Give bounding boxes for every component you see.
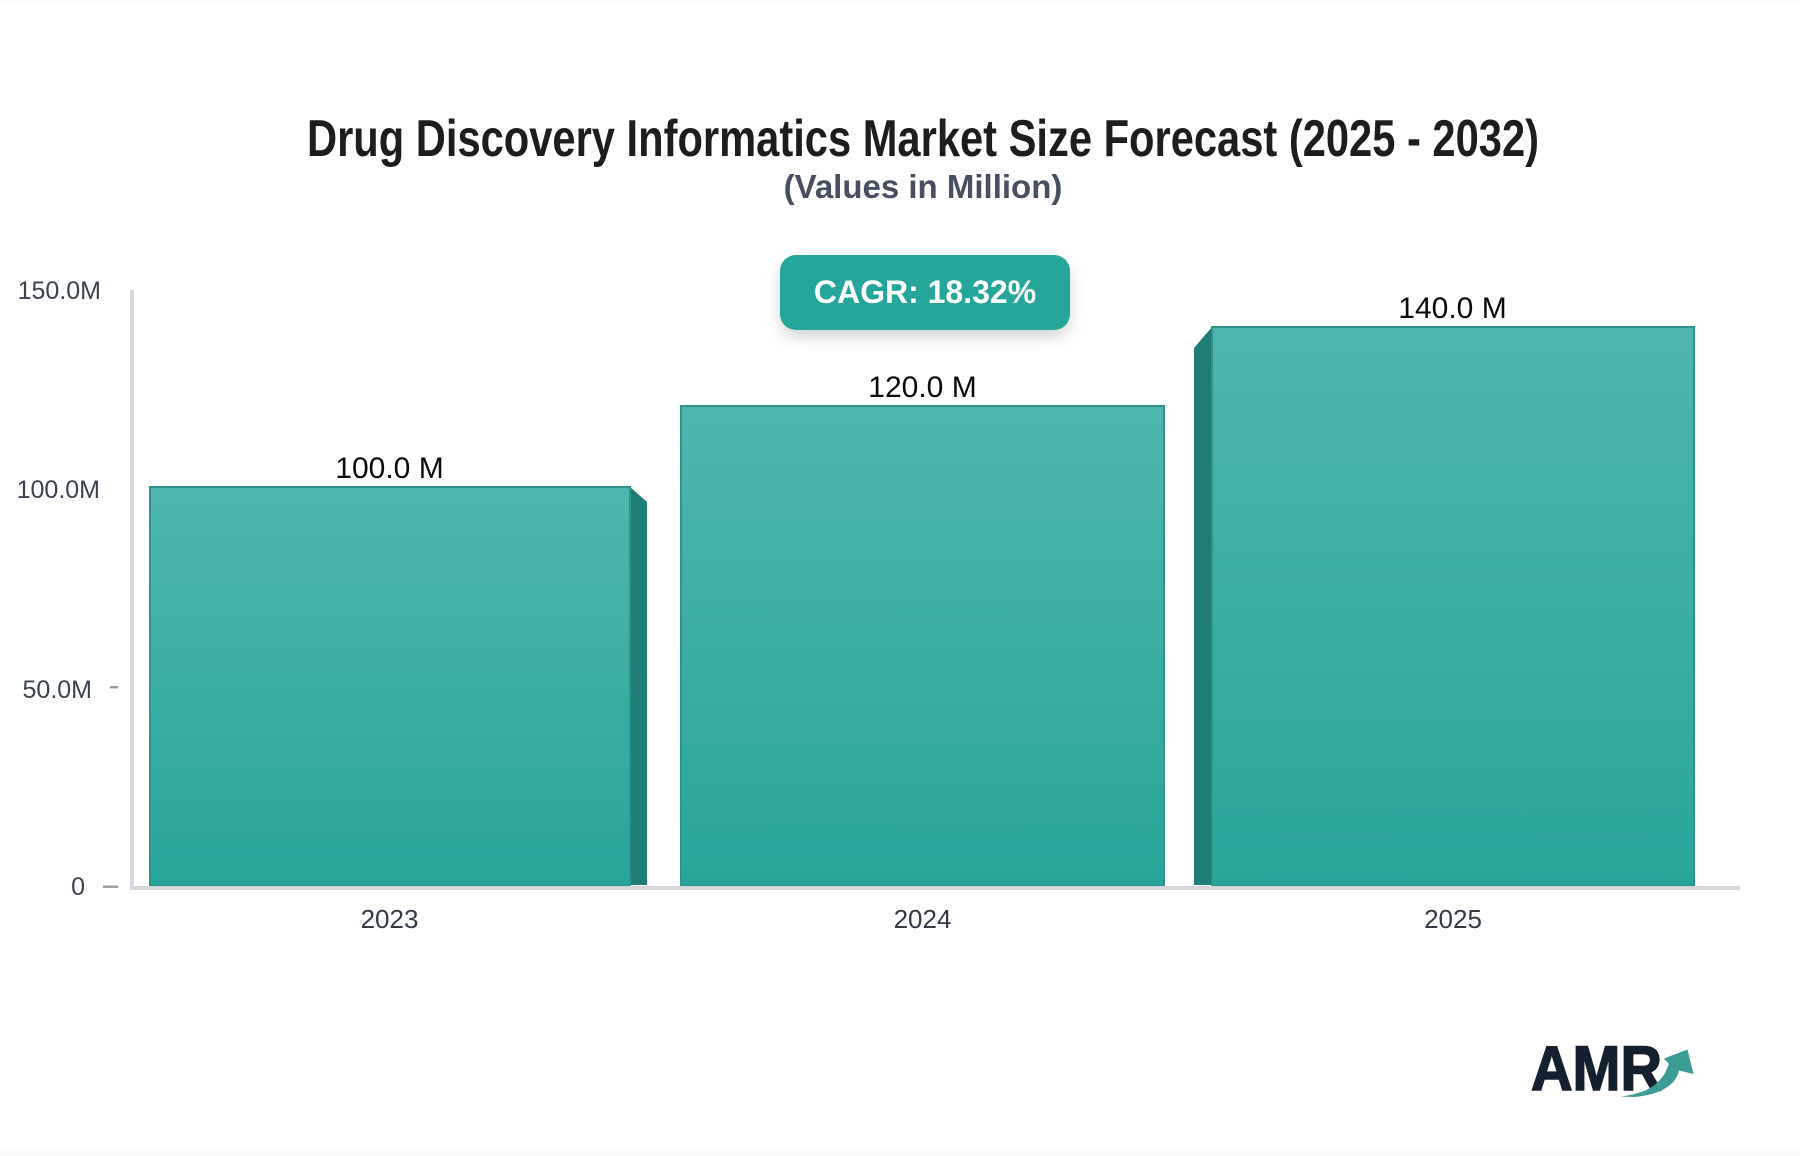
svg-text:CAGR: 18.32%: CAGR: 18.32% [814,274,1036,310]
svg-text:AMR: AMR [1531,1034,1662,1104]
svg-text:50.0M: 50.0M [23,676,92,704]
svg-text:140.0 M: 140.0 M [1398,292,1506,325]
svg-text:2024: 2024 [894,904,952,934]
svg-text:Drug Discovery Informatics Mar: Drug Discovery Informatics Market Size F… [307,110,1539,168]
svg-text:(Values in Million): (Values in Million) [784,168,1063,205]
svg-text:2025: 2025 [1424,904,1482,934]
svg-text:150.0M: 150.0M [18,277,101,305]
svg-text:2023: 2023 [361,904,419,934]
svg-text:120.0 M: 120.0 M [868,371,976,404]
svg-text:100.0 M: 100.0 M [335,452,443,485]
svg-text:0: 0 [71,873,85,901]
svg-text:100.0M: 100.0M [17,476,100,504]
